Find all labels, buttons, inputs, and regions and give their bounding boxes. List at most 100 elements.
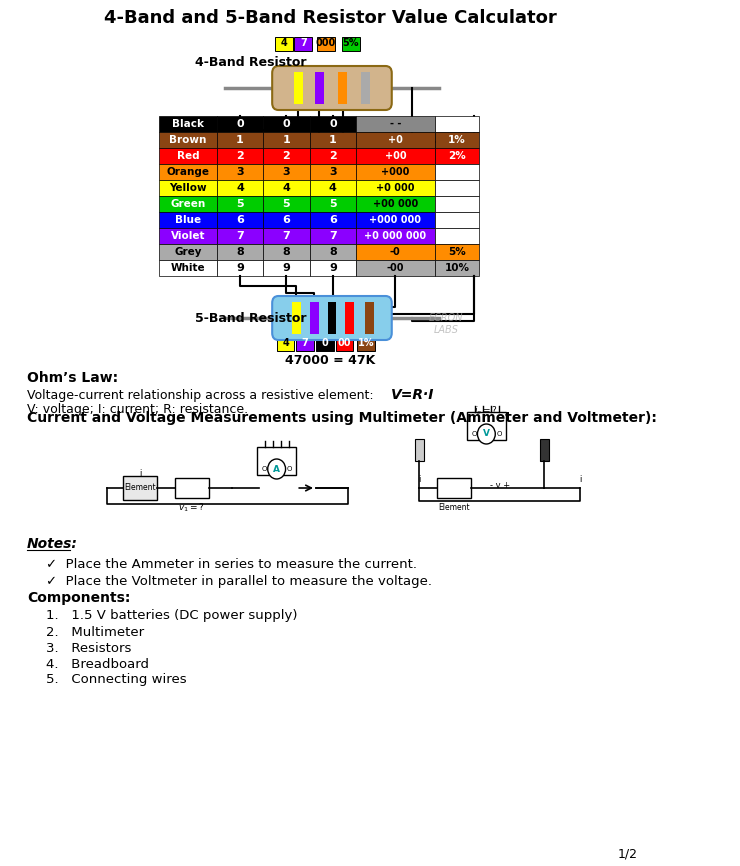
Text: 000: 000 xyxy=(315,38,336,48)
Text: $v_1 = ?$: $v_1 = ?$ xyxy=(178,501,205,514)
Bar xyxy=(317,37,334,51)
Bar xyxy=(217,132,263,148)
Text: White: White xyxy=(170,263,205,273)
Bar xyxy=(328,302,337,334)
Bar xyxy=(217,148,263,164)
Text: 00: 00 xyxy=(337,339,351,348)
Circle shape xyxy=(268,459,286,479)
Text: 0: 0 xyxy=(321,339,329,348)
Text: 8: 8 xyxy=(236,247,244,257)
Bar xyxy=(263,212,309,228)
Text: 4: 4 xyxy=(329,183,337,193)
Bar xyxy=(263,196,309,212)
Text: Black: Black xyxy=(172,119,204,129)
Bar xyxy=(309,212,356,228)
Bar xyxy=(159,164,217,180)
Bar xyxy=(217,212,263,228)
Text: 1.   1.5 V batteries (DC power supply): 1. 1.5 V batteries (DC power supply) xyxy=(47,610,298,623)
Bar xyxy=(309,196,356,212)
Bar xyxy=(309,228,356,244)
Bar xyxy=(309,260,356,276)
Text: +000 000: +000 000 xyxy=(369,215,421,225)
Text: 5-Band Resistor: 5-Band Resistor xyxy=(195,312,306,325)
Text: 5: 5 xyxy=(283,199,290,209)
Bar xyxy=(356,260,434,276)
Text: 1: 1 xyxy=(283,135,290,145)
Text: 7: 7 xyxy=(300,38,307,48)
Text: 4: 4 xyxy=(282,339,289,348)
Text: 1%: 1% xyxy=(357,339,374,348)
Text: 4-Band Resistor: 4-Band Resistor xyxy=(195,55,306,68)
Bar xyxy=(159,148,217,164)
Bar xyxy=(356,164,434,180)
Text: Brown: Brown xyxy=(169,135,206,145)
Bar xyxy=(263,164,309,180)
Bar xyxy=(467,412,506,440)
Text: 7: 7 xyxy=(302,339,309,348)
Bar xyxy=(277,337,295,351)
Text: Green: Green xyxy=(170,199,206,209)
Text: 10%: 10% xyxy=(445,263,469,273)
Bar xyxy=(159,260,217,276)
Bar xyxy=(159,228,217,244)
Text: 9: 9 xyxy=(329,263,337,273)
Text: $i_e = ?$: $i_e = ?$ xyxy=(474,404,498,417)
Bar xyxy=(217,228,263,244)
Text: V: V xyxy=(483,430,490,438)
Text: 0: 0 xyxy=(329,119,337,129)
Bar xyxy=(338,72,347,104)
Text: +00 000: +00 000 xyxy=(373,199,418,209)
Text: A: A xyxy=(273,464,280,474)
Text: 1%: 1% xyxy=(448,135,465,145)
Bar xyxy=(342,37,360,51)
Bar xyxy=(346,302,354,334)
Text: ECRON
LABS: ECRON LABS xyxy=(429,313,463,335)
Bar xyxy=(309,132,356,148)
Bar xyxy=(295,37,312,51)
Text: +0 000: +0 000 xyxy=(376,183,414,193)
Bar xyxy=(263,244,309,260)
Text: Components:: Components: xyxy=(27,591,130,605)
Bar xyxy=(434,212,480,228)
Text: 4: 4 xyxy=(283,183,290,193)
Text: 4-Band and 5-Band Resistor Value Calculator: 4-Band and 5-Band Resistor Value Calcula… xyxy=(104,9,556,27)
Bar xyxy=(175,478,209,498)
Text: Voltage-current relationship across a resistive element:: Voltage-current relationship across a re… xyxy=(27,389,374,402)
Text: 5.   Connecting wires: 5. Connecting wires xyxy=(47,674,187,687)
Text: Orange: Orange xyxy=(166,167,209,177)
Bar xyxy=(275,37,293,51)
Circle shape xyxy=(477,424,495,444)
Text: Ohm’s Law:: Ohm’s Law: xyxy=(27,371,118,385)
Bar xyxy=(361,72,370,104)
Text: 4.   Breadboard: 4. Breadboard xyxy=(47,657,149,670)
Text: 3: 3 xyxy=(236,167,244,177)
Bar xyxy=(292,302,300,334)
Bar xyxy=(434,164,480,180)
Text: 6: 6 xyxy=(283,215,290,225)
Bar xyxy=(217,164,263,180)
Bar xyxy=(217,180,263,196)
Text: V: voltage; I: current; R: resistance.: V: voltage; I: current; R: resistance. xyxy=(27,404,248,417)
Bar xyxy=(434,148,480,164)
Bar xyxy=(309,148,356,164)
Text: 9: 9 xyxy=(236,263,244,273)
Bar xyxy=(159,196,217,212)
Bar xyxy=(356,212,434,228)
Text: 6: 6 xyxy=(236,215,244,225)
Bar xyxy=(294,72,303,104)
Bar xyxy=(263,228,309,244)
FancyBboxPatch shape xyxy=(272,66,391,110)
Bar xyxy=(415,439,424,461)
Bar xyxy=(434,116,480,132)
Bar xyxy=(159,116,217,132)
Text: i: i xyxy=(139,469,141,479)
Bar xyxy=(309,180,356,196)
Text: Grey: Grey xyxy=(174,247,201,257)
Text: 3: 3 xyxy=(329,167,337,177)
Text: 5: 5 xyxy=(236,199,244,209)
Text: +000: +000 xyxy=(381,167,409,177)
Bar xyxy=(309,116,356,132)
Bar xyxy=(263,132,309,148)
Text: i: i xyxy=(579,475,581,484)
Bar xyxy=(257,447,296,475)
